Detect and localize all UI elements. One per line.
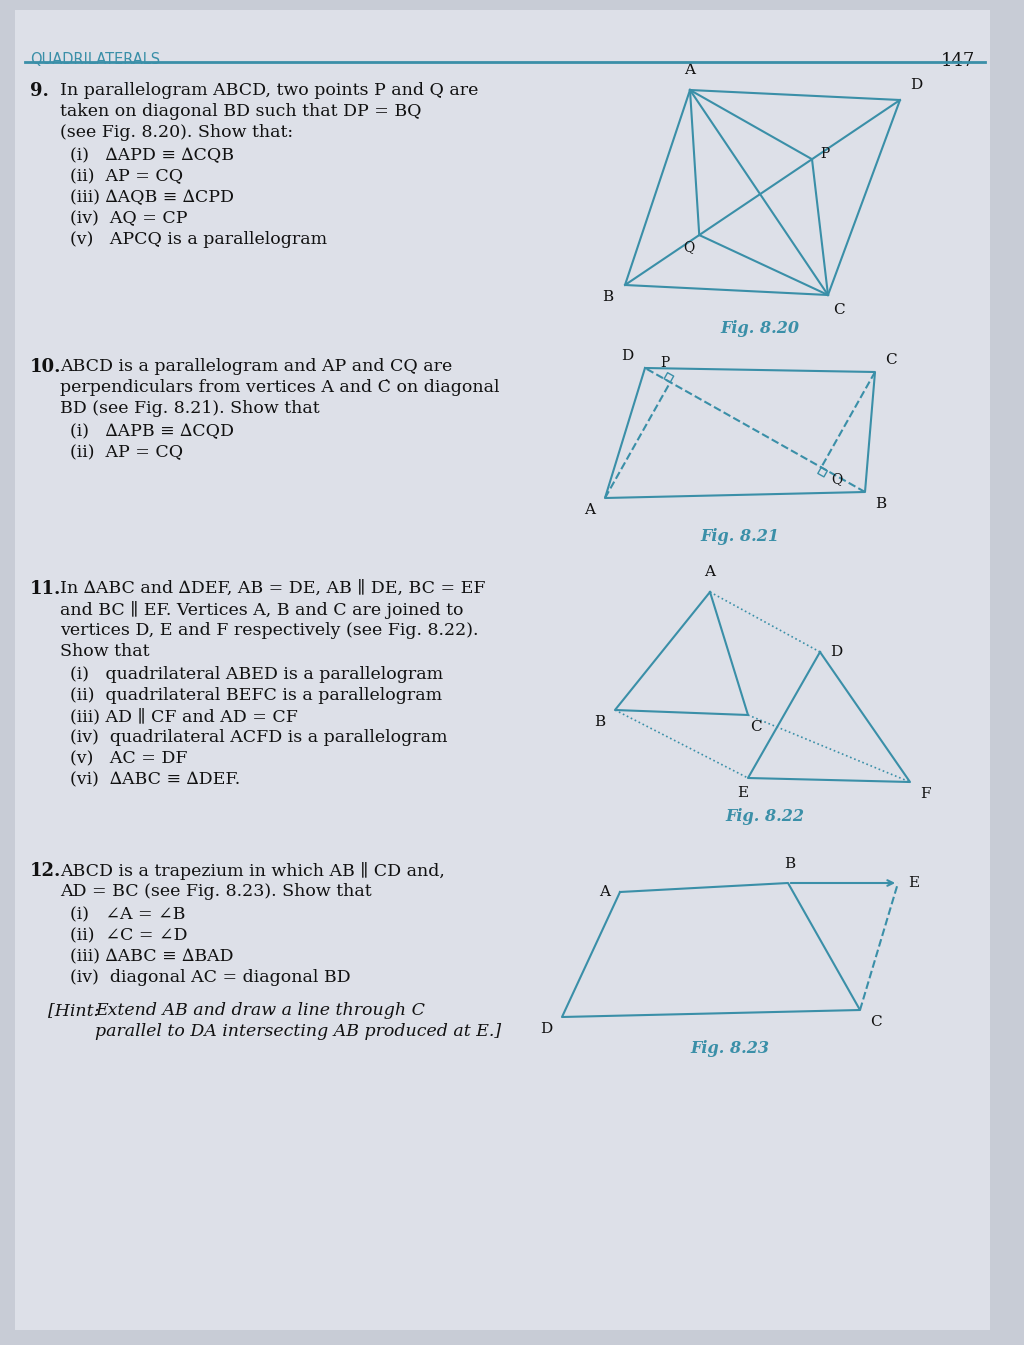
Text: (ii)  quadrilateral BEFC is a parallelogram: (ii) quadrilateral BEFC is a parallelogr…	[70, 687, 442, 703]
Text: C: C	[750, 720, 762, 734]
Text: (vi)  ∆ABC ≡ ∆DEF.: (vi) ∆ABC ≡ ∆DEF.	[70, 771, 241, 788]
Text: A: A	[599, 885, 610, 898]
Text: and BC ∥ EF. Vertices A, B and C are joined to: and BC ∥ EF. Vertices A, B and C are joi…	[60, 601, 464, 619]
Text: QUADRILATERALS: QUADRILATERALS	[30, 52, 160, 67]
Text: E: E	[737, 785, 749, 800]
Text: (v)   APCQ is a parallelogram: (v) APCQ is a parallelogram	[70, 231, 327, 247]
Text: ABCD is a trapezium in which AB ∥ CD and,: ABCD is a trapezium in which AB ∥ CD and…	[60, 862, 444, 880]
Text: Q: Q	[831, 472, 843, 487]
Text: (i)   ∆APB ≡ ∆CQD: (i) ∆APB ≡ ∆CQD	[70, 422, 234, 440]
Text: P: P	[660, 356, 670, 370]
Text: B: B	[594, 716, 605, 729]
Text: 11.: 11.	[30, 580, 61, 599]
Text: Fig. 8.22: Fig. 8.22	[725, 808, 805, 824]
Text: D: D	[540, 1022, 552, 1036]
Text: (v)   AC = DF: (v) AC = DF	[70, 751, 187, 767]
Text: Extend AB and draw a line through C: Extend AB and draw a line through C	[95, 1002, 425, 1020]
Text: In parallelogram ABCD, two points P and Q are: In parallelogram ABCD, two points P and …	[60, 82, 478, 100]
Text: 12.: 12.	[30, 862, 61, 880]
Text: 9.: 9.	[30, 82, 49, 100]
Text: [Hint:: [Hint:	[48, 1002, 99, 1020]
Text: F: F	[920, 787, 931, 802]
Text: (see Fig. 8.20). Show that:: (see Fig. 8.20). Show that:	[60, 124, 293, 141]
Text: D: D	[910, 78, 923, 91]
Text: vertices D, E and F respectively (see Fig. 8.22).: vertices D, E and F respectively (see Fi…	[60, 621, 478, 639]
Text: AD = BC (see Fig. 8.23). Show that: AD = BC (see Fig. 8.23). Show that	[60, 884, 372, 900]
Text: (iv)  AQ = CP: (iv) AQ = CP	[70, 210, 187, 227]
Text: (ii)  ∠C = ∠D: (ii) ∠C = ∠D	[70, 927, 187, 944]
Text: Fig. 8.20: Fig. 8.20	[721, 320, 800, 338]
Text: (iii) ∆AQB ≡ ∆CPD: (iii) ∆AQB ≡ ∆CPD	[70, 190, 234, 206]
Text: 147: 147	[941, 52, 975, 70]
Text: Show that: Show that	[60, 643, 150, 660]
Text: (iv)  quadrilateral ACFD is a parallelogram: (iv) quadrilateral ACFD is a parallelogr…	[70, 729, 447, 746]
Text: taken on diagonal BD such that DP = BQ: taken on diagonal BD such that DP = BQ	[60, 104, 422, 120]
Text: C: C	[870, 1015, 882, 1029]
Text: (ii)  AP = CQ: (ii) AP = CQ	[70, 444, 183, 461]
Text: B: B	[602, 291, 613, 304]
Text: Fig. 8.23: Fig. 8.23	[690, 1040, 769, 1057]
Text: (i)   quadrilateral ABED is a parallelogram: (i) quadrilateral ABED is a parallelogra…	[70, 666, 443, 683]
Text: (i)   ∆APD ≡ ∆CQB: (i) ∆APD ≡ ∆CQB	[70, 147, 234, 164]
Text: (iii) ∆ABC ≡ ∆BAD: (iii) ∆ABC ≡ ∆BAD	[70, 948, 233, 964]
Text: (i)   ∠A = ∠B: (i) ∠A = ∠B	[70, 907, 185, 923]
Text: (iii) AD ∥ CF and AD = CF: (iii) AD ∥ CF and AD = CF	[70, 707, 298, 725]
Text: Q: Q	[683, 239, 694, 254]
Text: E: E	[908, 876, 920, 890]
Text: B: B	[874, 498, 886, 511]
Text: 10.: 10.	[30, 358, 61, 377]
Text: A: A	[684, 63, 695, 77]
Text: B: B	[784, 857, 796, 872]
Text: A: A	[705, 565, 716, 578]
Text: A: A	[584, 503, 595, 516]
Text: perpendiculars from vertices A and Ċ on diagonal: perpendiculars from vertices A and Ċ on…	[60, 379, 500, 395]
FancyBboxPatch shape	[15, 9, 990, 1330]
Text: D: D	[830, 646, 843, 659]
Text: D: D	[621, 348, 633, 363]
Text: ABCD is a parallelogram and AP and CQ are: ABCD is a parallelogram and AP and CQ ar…	[60, 358, 453, 375]
Text: P: P	[820, 147, 829, 161]
Text: BD (see Fig. 8.21). Show that: BD (see Fig. 8.21). Show that	[60, 399, 319, 417]
Text: C: C	[885, 352, 897, 367]
Text: parallel to DA intersecting AB produced at E.]: parallel to DA intersecting AB produced …	[95, 1024, 501, 1040]
Text: (iv)  diagonal AC = diagonal BD: (iv) diagonal AC = diagonal BD	[70, 968, 350, 986]
Text: (ii)  AP = CQ: (ii) AP = CQ	[70, 168, 183, 186]
Text: Fig. 8.21: Fig. 8.21	[700, 529, 779, 545]
Text: In ∆ABC and ∆DEF, AB = DE, AB ∥ DE, BC = EF: In ∆ABC and ∆DEF, AB = DE, AB ∥ DE, BC =…	[60, 580, 485, 597]
Text: C: C	[833, 303, 845, 317]
